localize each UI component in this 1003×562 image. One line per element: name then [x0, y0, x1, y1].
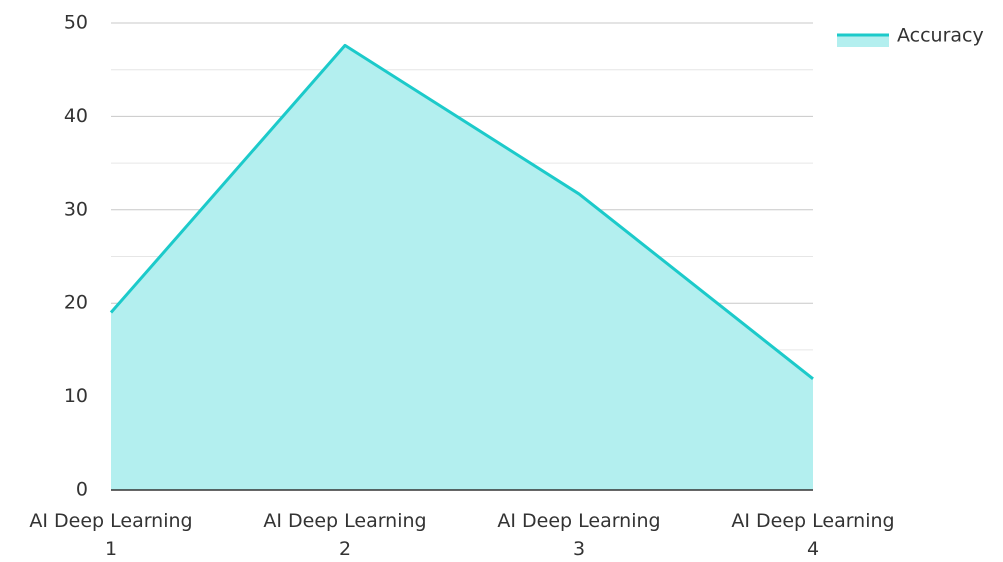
y-tick-label: 0 — [76, 479, 88, 501]
y-tick-label: 50 — [64, 12, 88, 34]
legend-label: Accuracy — [897, 25, 984, 47]
y-tick-label: 20 — [64, 292, 88, 314]
line — [109, 43, 814, 381]
area — [111, 45, 813, 490]
x-tick-label: AI Deep Learning 3 — [497, 510, 661, 560]
legend-swatch — [837, 35, 889, 47]
y-tick-label: 40 — [64, 105, 88, 127]
x-tick-label: AI Deep Learning 2 — [263, 510, 427, 560]
x-tick-label: AI Deep Learning 1 — [29, 510, 193, 560]
y-tick-label: 30 — [64, 198, 88, 220]
y-tick-label: 10 — [64, 385, 88, 407]
x-tick-label: AI Deep Learning 4 — [731, 510, 895, 560]
